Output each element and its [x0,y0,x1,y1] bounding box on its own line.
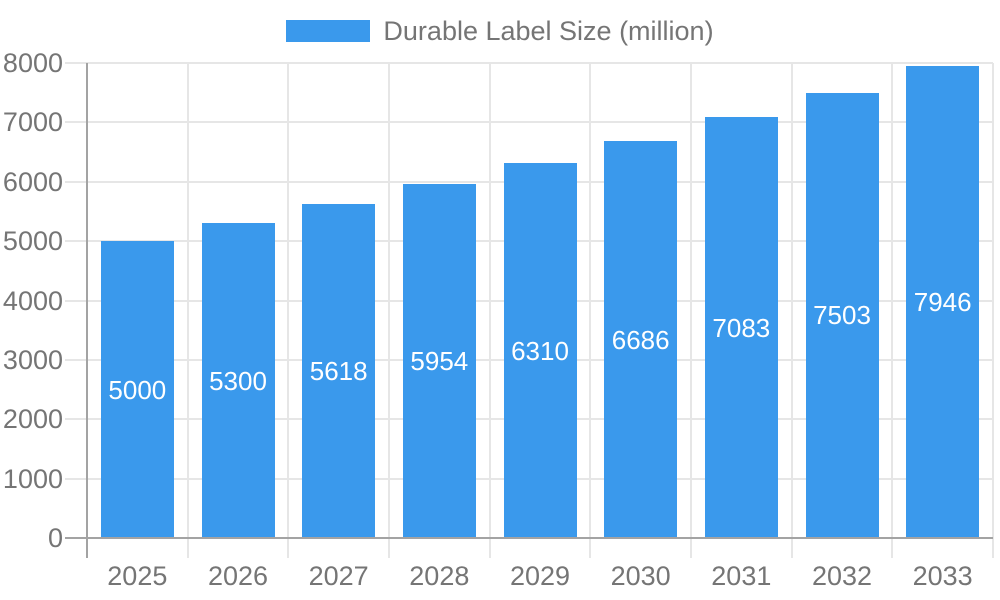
x-gridline [690,63,692,558]
y-gridline [65,62,993,64]
x-tick-label: 2025 [107,561,168,591]
x-tick-label: 2027 [308,561,369,591]
x-gridline [790,63,793,558]
y-tick-label: 3000 [2,344,63,375]
x-gridline [388,63,390,558]
bar [100,241,174,538]
bar [402,184,476,538]
bar [704,117,778,538]
legend-swatch [286,20,371,42]
x-tick-label: 2028 [409,561,470,591]
x-gridline [992,63,994,558]
y-tick-label: 6000 [2,166,63,197]
bar [906,66,980,538]
x-gridline [891,63,894,558]
y-tick-label: 2000 [2,404,63,435]
bar-value-label: 7503 [813,300,871,331]
x-gridline [488,63,491,558]
x-tick-label: 2029 [509,561,571,591]
y-tick-label: 8000 [2,48,63,78]
bar [604,141,678,538]
x-tick-label: 2033 [912,561,973,591]
bar-value-label: 5954 [410,346,469,377]
x-gridline [186,63,189,558]
x-tick-label: 2030 [610,561,671,591]
x-tick-label: 2026 [207,561,269,591]
y-tick-label: 0 [47,523,63,553]
bar [302,204,376,538]
bar-value-label: 7946 [913,287,972,318]
chart-legend: Durable Label Size (million) [0,16,1000,46]
bar-value-label: 5300 [209,365,267,396]
y-tick-label: 5000 [2,226,63,257]
legend-label: Durable Label Size (million) [383,16,714,46]
bar-value-label: 6686 [611,324,670,355]
bar [201,223,275,538]
y-gridline [65,121,993,124]
x-axis-line [65,537,993,539]
bar [805,92,879,538]
bar-value-label: 5000 [108,374,167,405]
bar [503,163,577,538]
y-tick-label: 4000 [2,285,63,316]
y-tick-label: 7000 [2,107,63,138]
y-tick-label: 1000 [2,463,63,494]
y-axis-line [86,63,88,558]
x-gridline [287,63,290,558]
bar-value-label: 6310 [511,335,569,366]
x-gridline [589,63,592,558]
bar-value-label: 7083 [712,312,771,343]
x-tick-label: 2031 [711,561,772,591]
bar-value-label: 5618 [309,356,368,387]
x-tick-label: 2032 [811,561,873,591]
